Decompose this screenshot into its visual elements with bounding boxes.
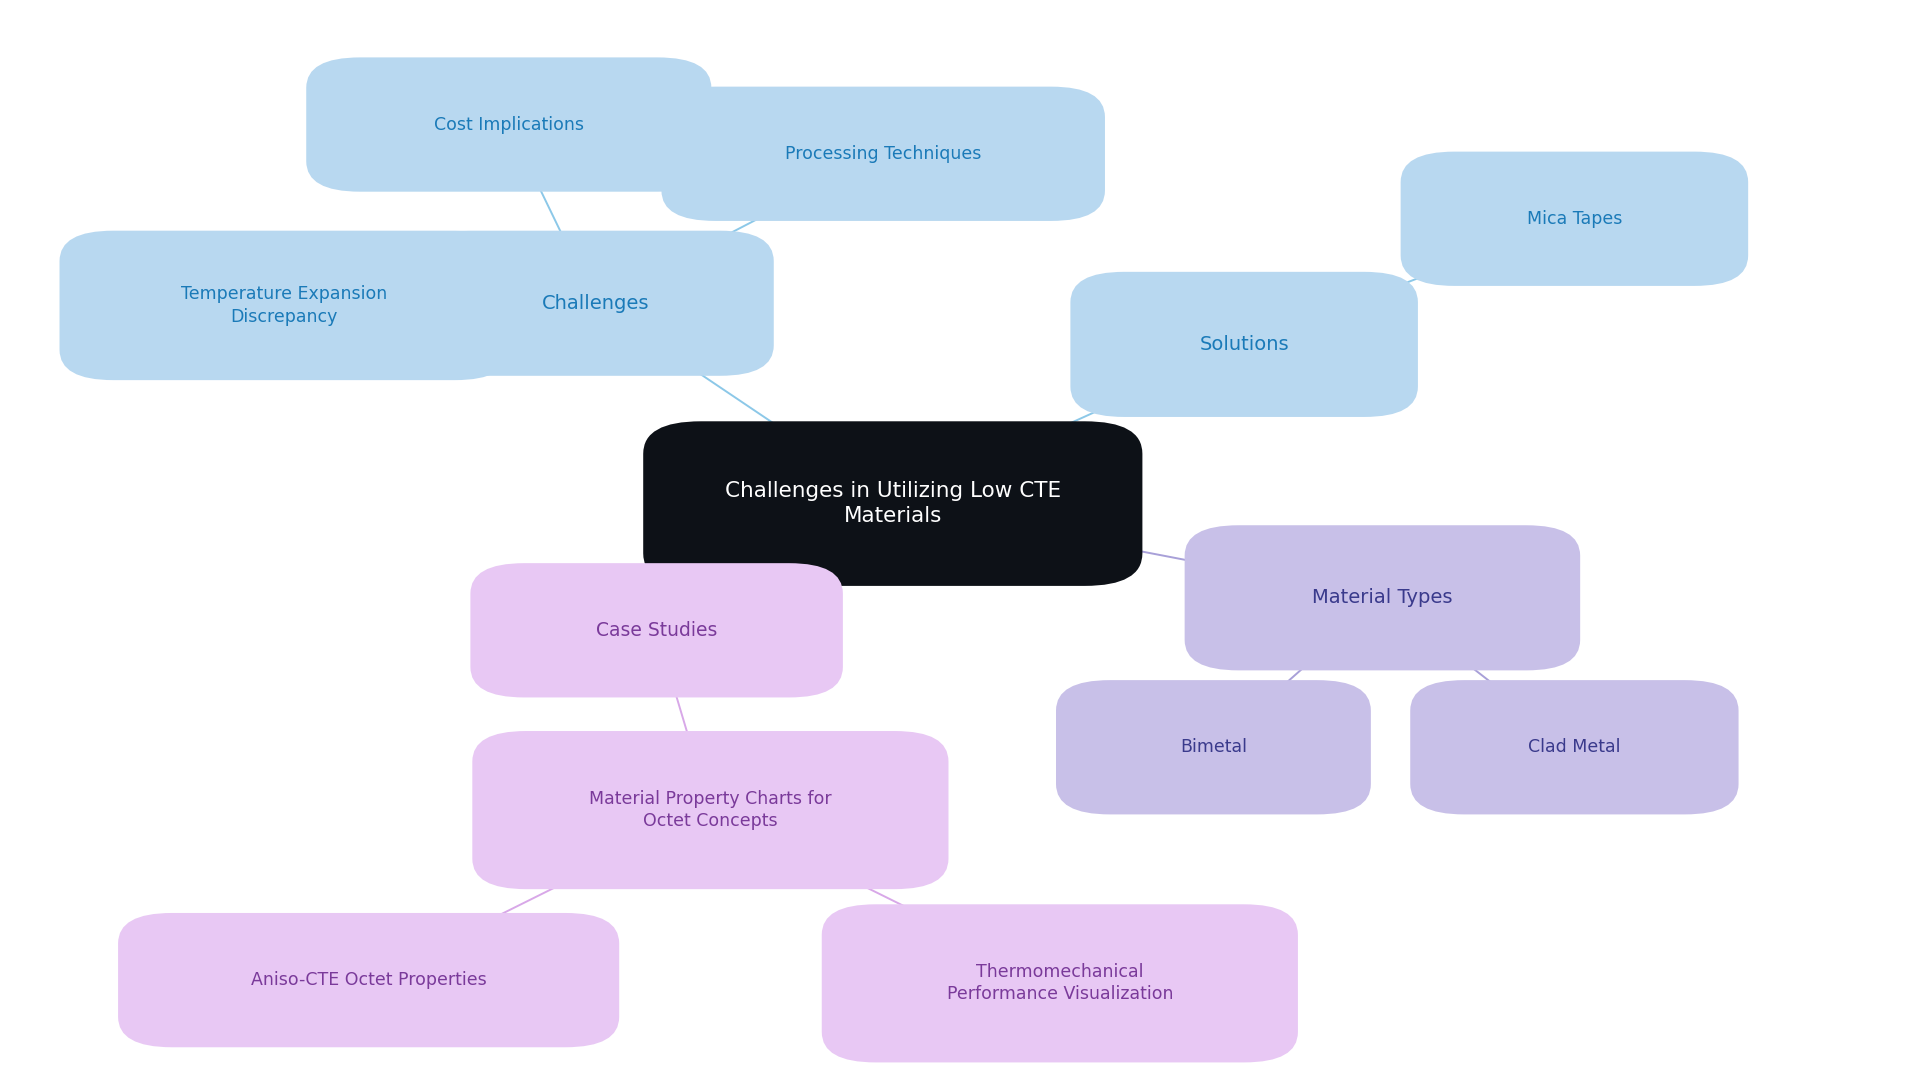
FancyBboxPatch shape: [60, 231, 509, 380]
FancyBboxPatch shape: [1185, 525, 1580, 670]
Text: Case Studies: Case Studies: [595, 621, 718, 640]
FancyBboxPatch shape: [1409, 680, 1740, 814]
Text: Material Types: Material Types: [1311, 588, 1453, 608]
FancyBboxPatch shape: [1071, 272, 1417, 417]
FancyBboxPatch shape: [660, 87, 1106, 221]
Text: Challenges: Challenges: [541, 293, 649, 313]
Text: Cost Implications: Cost Implications: [434, 116, 584, 133]
FancyBboxPatch shape: [417, 231, 774, 376]
FancyBboxPatch shape: [643, 421, 1142, 586]
Text: Clad Metal: Clad Metal: [1528, 739, 1620, 756]
FancyBboxPatch shape: [472, 731, 948, 889]
FancyBboxPatch shape: [1400, 152, 1747, 286]
FancyBboxPatch shape: [470, 563, 843, 697]
Text: Material Property Charts for
Octet Concepts: Material Property Charts for Octet Conce…: [589, 790, 831, 831]
Text: Challenges in Utilizing Low CTE
Materials: Challenges in Utilizing Low CTE Material…: [724, 481, 1062, 526]
FancyBboxPatch shape: [119, 913, 618, 1047]
FancyBboxPatch shape: [822, 904, 1298, 1062]
FancyBboxPatch shape: [1056, 680, 1371, 814]
Text: Processing Techniques: Processing Techniques: [785, 145, 981, 162]
FancyBboxPatch shape: [307, 57, 710, 192]
Text: Aniso-CTE Octet Properties: Aniso-CTE Octet Properties: [252, 971, 486, 989]
Text: Solutions: Solutions: [1200, 335, 1288, 354]
Text: Mica Tapes: Mica Tapes: [1526, 210, 1622, 227]
Text: Thermomechanical
Performance Visualization: Thermomechanical Performance Visualizati…: [947, 963, 1173, 1004]
Text: Bimetal: Bimetal: [1181, 739, 1246, 756]
Text: Temperature Expansion
Discrepancy: Temperature Expansion Discrepancy: [180, 285, 388, 326]
